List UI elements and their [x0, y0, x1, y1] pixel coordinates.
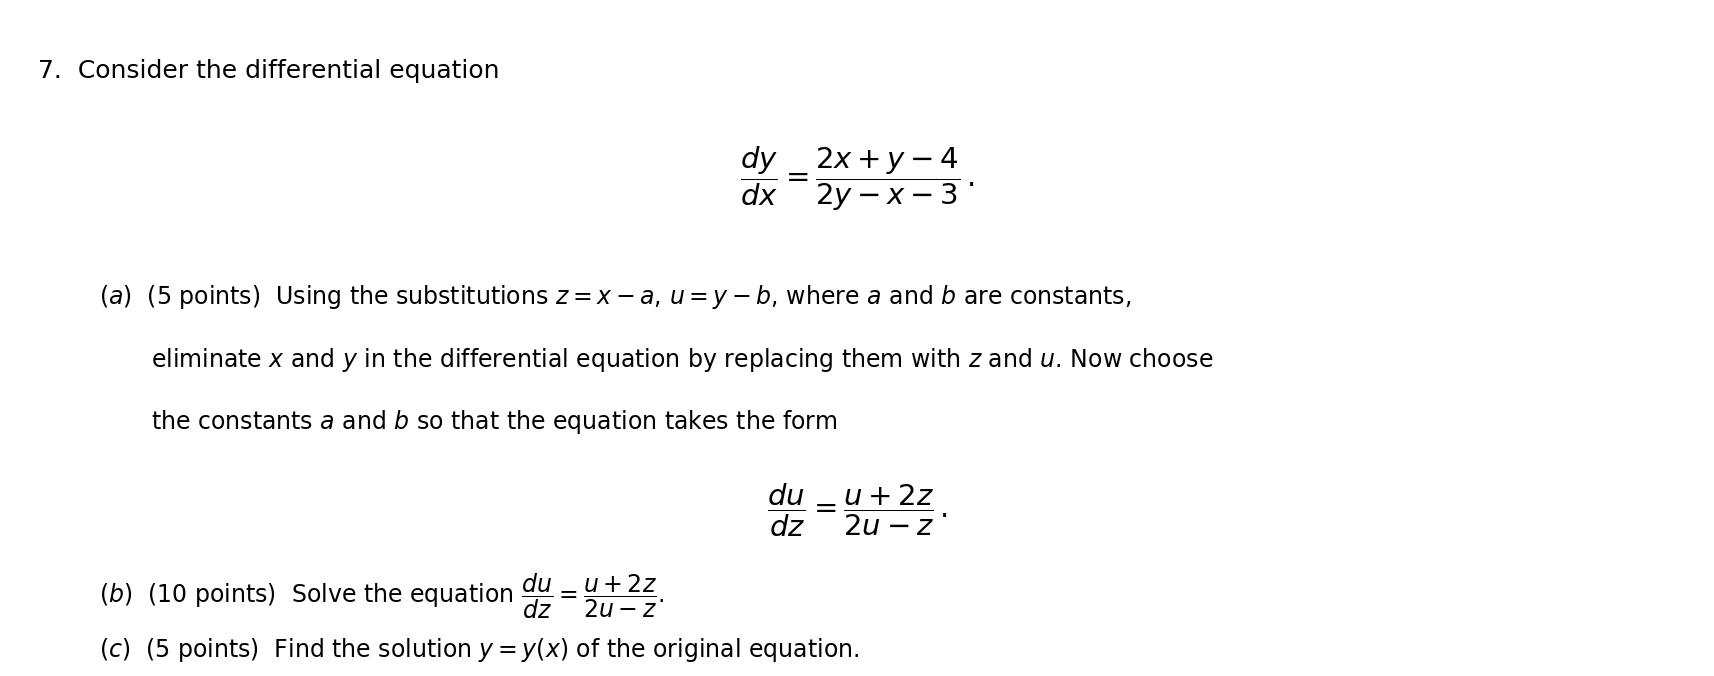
Text: the constants $a$ and $b$ so that the equation takes the form: the constants $a$ and $b$ so that the eq…	[151, 408, 836, 436]
Text: $(c)$  (5 points)  Find the solution $y = y(x)$ of the original equation.: $(c)$ (5 points) Find the solution $y = …	[99, 636, 859, 665]
Text: $\dfrac{dy}{dx} = \dfrac{2x + y - 4}{2y - x - 3}\,.$: $\dfrac{dy}{dx} = \dfrac{2x + y - 4}{2y …	[740, 145, 974, 213]
Text: $(a)$  (5 points)  Using the substitutions $z = x - a$, $u = y - b$, where $a$ a: $(a)$ (5 points) Using the substitutions…	[99, 283, 1131, 312]
Text: eliminate $x$ and $y$ in the differential equation by replacing them with $z$ an: eliminate $x$ and $y$ in the differentia…	[151, 345, 1212, 374]
Text: 7.  Consider the differential equation: 7. Consider the differential equation	[38, 59, 499, 83]
Text: $(b)$  (10 points)  Solve the equation $\dfrac{du}{dz} = \dfrac{u+2z}{2u-z}$.: $(b)$ (10 points) Solve the equation $\d…	[99, 571, 665, 621]
Text: $\dfrac{du}{dz} = \dfrac{u + 2z}{2u - z}\,.$: $\dfrac{du}{dz} = \dfrac{u + 2z}{2u - z}…	[766, 482, 948, 539]
